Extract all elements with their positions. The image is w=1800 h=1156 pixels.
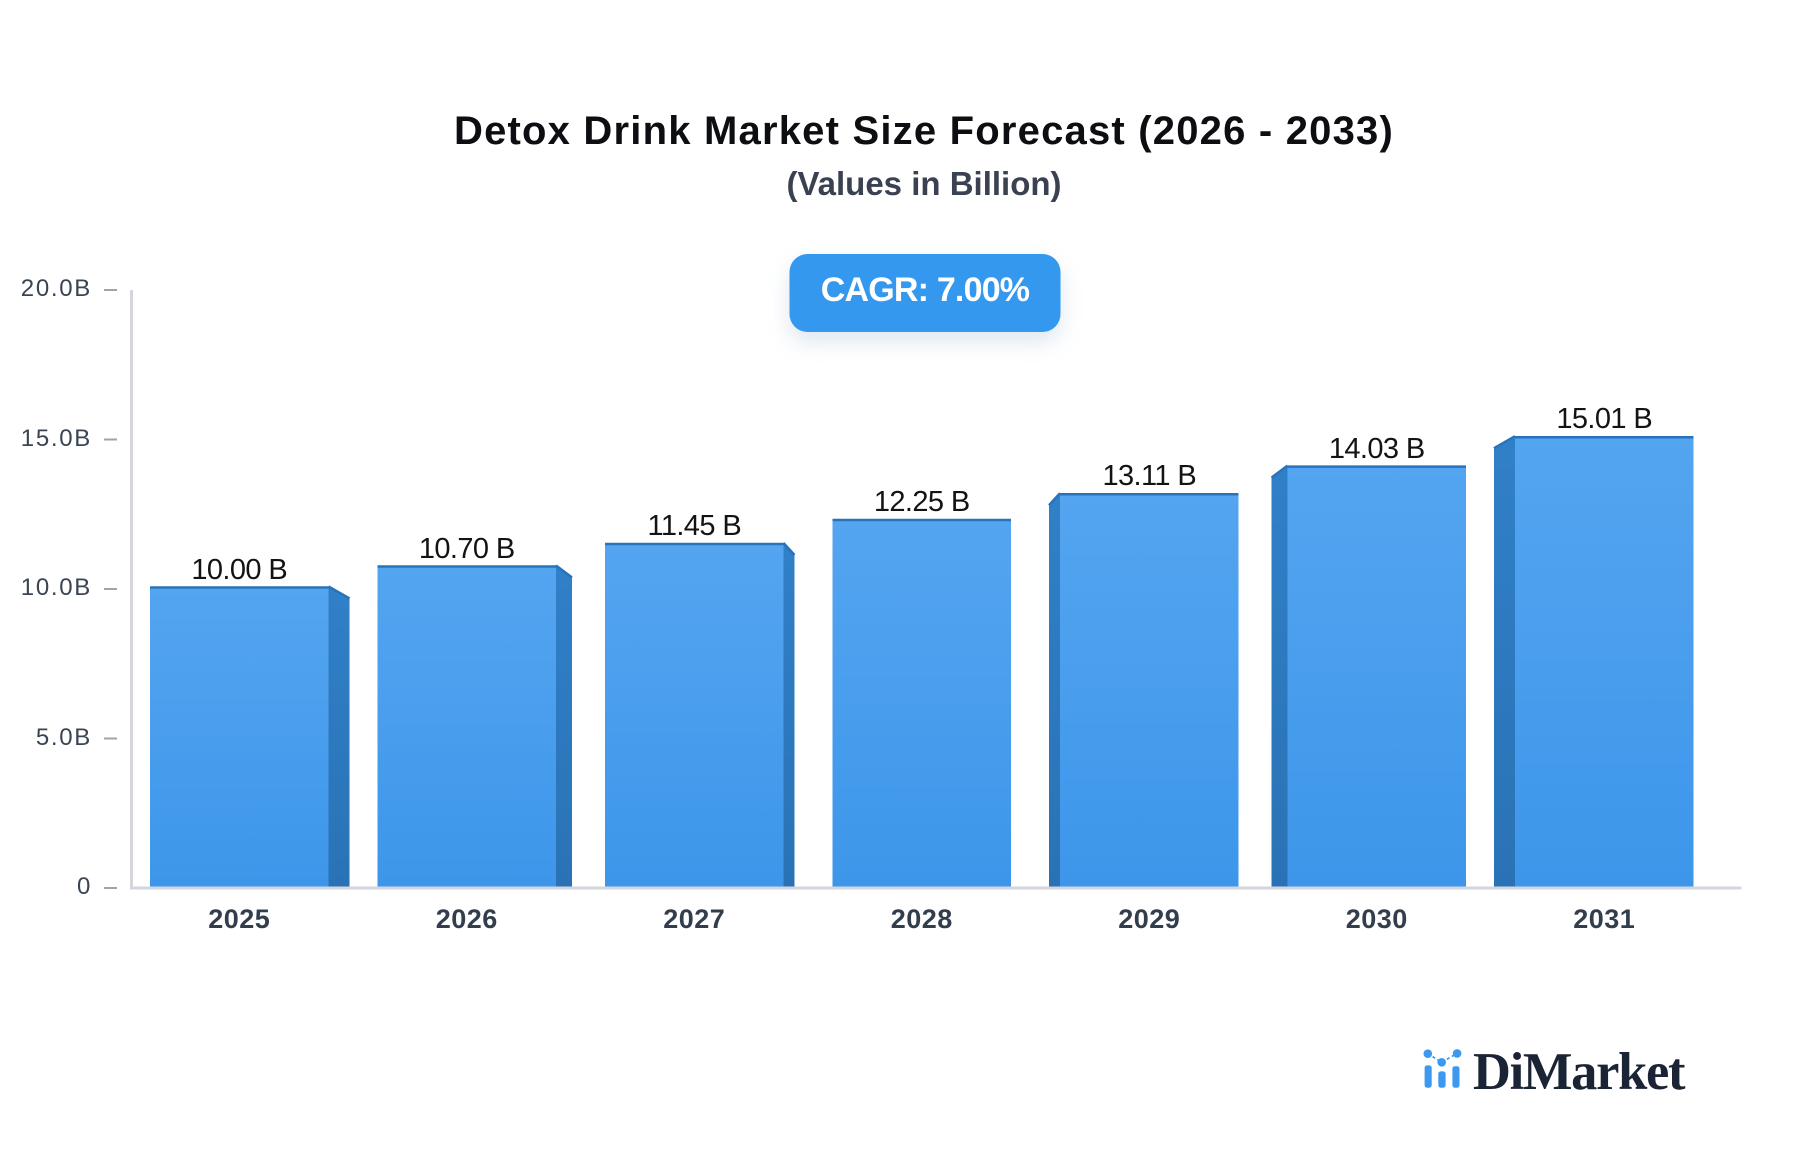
- bar-side-2026: [556, 565, 572, 890]
- y-axis-label-5.0B: 5.0B: [35, 723, 92, 751]
- bar-side-2029: [1049, 493, 1060, 890]
- bar-slant-edge-2025: [327, 585, 351, 600]
- bar-slant-edge-2026: [555, 564, 573, 579]
- bar-value-label-2030: 14.03 B: [1328, 432, 1425, 465]
- bar-2028: [832, 519, 1011, 890]
- bar-2030: [1287, 465, 1466, 890]
- bar-side-2030: [1271, 465, 1288, 890]
- bar-value-label-2027: 11.45 B: [647, 510, 742, 543]
- cagr-badge-label: CAGR: 7.00%: [820, 270, 1030, 309]
- bar-side-2027: [783, 543, 795, 890]
- x-axis-label-2030: 2030: [1345, 903, 1408, 934]
- y-axis-label-0: 0: [76, 873, 92, 900]
- y-tick-5.0B: [104, 737, 117, 740]
- bar-2031: [1515, 436, 1694, 890]
- x-axis-label-2026: 2026: [435, 903, 498, 934]
- y-tick-20.0B: [104, 289, 117, 291]
- chart-title: Detox Drink Market Size Forecast (2026 -…: [453, 109, 1395, 153]
- bar-2026: [377, 565, 556, 890]
- bar-value-label-2031: 15.01 B: [1556, 403, 1653, 436]
- y-axis-label-10.0B: 10.0B: [20, 574, 92, 601]
- bar-value-label-2025: 10.00 B: [191, 553, 288, 586]
- bar-2025: [150, 586, 329, 890]
- y-axis-label-20.0B: 20.0B: [20, 275, 92, 302]
- brand-logo-text: DiMarket: [1473, 1043, 1685, 1101]
- y-tick-15.0B: [104, 438, 117, 441]
- y-tick-10.0B: [104, 588, 117, 590]
- bar-value-label-2026: 10.70 B: [418, 532, 515, 565]
- bar-slant-edge-2031: [1493, 435, 1516, 450]
- x-axis-label-2028: 2028: [890, 903, 953, 934]
- bar-2029: [1060, 493, 1239, 890]
- bar-value-label-2029: 13.11 B: [1102, 460, 1197, 493]
- x-axis-label-2027: 2027: [663, 903, 726, 934]
- chart-subtitle: (Values in Billion): [786, 165, 1062, 202]
- bar-2027: [605, 543, 784, 890]
- bar-slant-edge-2030: [1270, 464, 1289, 479]
- bar-side-2031: [1494, 436, 1515, 890]
- bar-value-label-2028: 12.25 B: [873, 486, 970, 519]
- bar-side-2025: [328, 586, 350, 890]
- bar-slant-edge-2027: [782, 542, 796, 556]
- y-axis-line: [130, 290, 133, 890]
- x-axis-label-2031: 2031: [1573, 903, 1636, 934]
- y-tick-0: [104, 887, 117, 889]
- x-axis-label-2025: 2025: [208, 903, 271, 934]
- x-axis-label-2029: 2029: [1118, 903, 1181, 934]
- bar-slant-edge-2029: [1048, 492, 1061, 507]
- cagr-badge: CAGR: 7.00%: [789, 254, 1061, 332]
- x-axis-line: [130, 886, 1742, 890]
- bar-chart-with-dots-icon: [1423, 1049, 1462, 1088]
- y-axis-label-15.0B: 15.0B: [20, 424, 92, 452]
